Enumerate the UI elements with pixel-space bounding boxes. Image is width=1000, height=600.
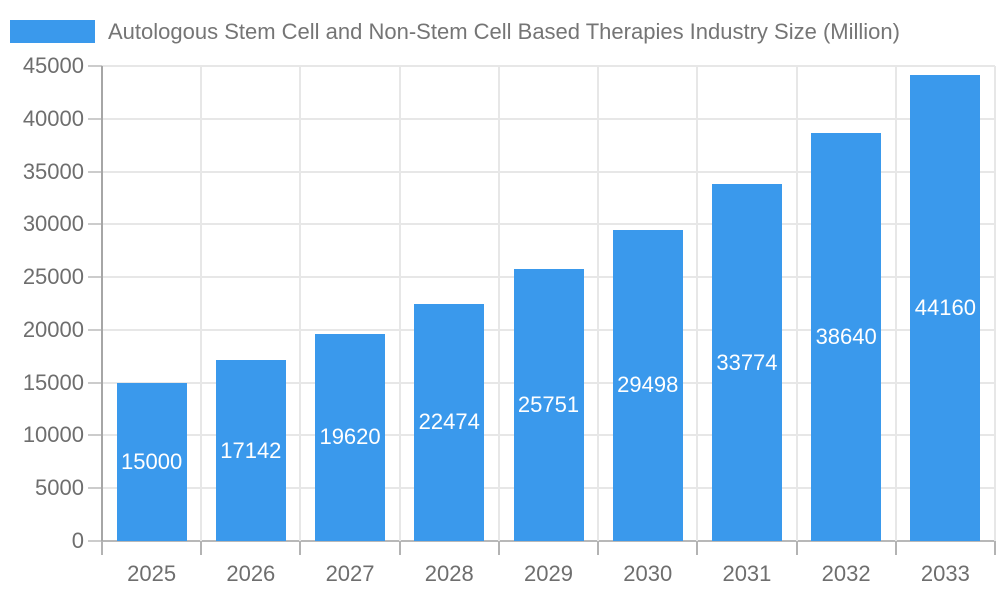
- gridline-horizontal: [102, 170, 995, 173]
- gridline-vertical: [994, 66, 996, 541]
- y-axis-tick: [88, 117, 102, 120]
- x-axis-label: 2031: [722, 561, 772, 586]
- x-axis-tick: [795, 541, 798, 555]
- legend-swatch-icon: [10, 20, 95, 43]
- legend: Autologous Stem Cell and Non-Stem Cell B…: [10, 18, 900, 44]
- gridline-vertical: [497, 66, 500, 541]
- x-axis-label: 2028: [424, 561, 474, 586]
- x-axis-tick: [597, 541, 600, 555]
- y-axis-tick: [88, 276, 102, 279]
- x-axis-baseline: [102, 540, 995, 542]
- x-axis-tick: [497, 541, 500, 555]
- gridline-vertical: [894, 66, 897, 541]
- y-axis-label: 35000: [22, 158, 84, 184]
- bar-value-label: 33774: [716, 349, 778, 375]
- y-axis-tick: [88, 170, 102, 173]
- gridline-vertical: [597, 66, 600, 541]
- x-axis-tick: [299, 541, 302, 555]
- bar-value-label: 25751: [517, 392, 580, 418]
- y-axis-label: 30000: [22, 211, 84, 237]
- y-axis-tick: [88, 65, 102, 67]
- x-axis-label: 2025: [127, 561, 177, 586]
- bar: 33774: [711, 184, 782, 541]
- y-axis-label: 25000: [22, 264, 84, 290]
- x-axis-tick: [200, 541, 203, 555]
- y-axis-tick: [88, 487, 102, 490]
- bar-value-label: 44160: [914, 294, 976, 320]
- y-axis-label: 10000: [22, 422, 84, 448]
- x-axis-label: 2026: [226, 561, 276, 586]
- gridline-horizontal: [102, 223, 995, 226]
- bar: 38640: [811, 133, 882, 541]
- bar-value-label: 19620: [319, 424, 381, 450]
- x-axis-label: 2032: [821, 561, 871, 586]
- bar: 25751: [513, 269, 584, 541]
- chart-title: Autologous Stem Cell and Non-Stem Cell B…: [108, 18, 900, 44]
- gridline-horizontal: [102, 65, 995, 67]
- bar-value-label: 15000: [121, 448, 183, 474]
- gridline-vertical: [299, 66, 302, 541]
- y-axis-tick: [88, 328, 102, 331]
- y-axis-label: 15000: [22, 369, 84, 395]
- x-axis-tick: [101, 541, 103, 555]
- bar: 44160: [910, 74, 981, 541]
- x-axis-tick: [894, 541, 897, 555]
- y-axis-tick: [88, 223, 102, 226]
- x-axis-label: 2027: [325, 561, 375, 586]
- bar-value-label: 29498: [617, 372, 679, 398]
- bar: 22474: [414, 303, 485, 541]
- bar-value-label: 38640: [815, 324, 877, 350]
- y-axis-label: 20000: [22, 316, 84, 342]
- y-axis-line: [101, 66, 103, 541]
- y-axis-label: 0: [71, 528, 84, 553]
- gridline-vertical: [200, 66, 203, 541]
- gridline-vertical: [696, 66, 699, 541]
- gridline-vertical: [795, 66, 798, 541]
- x-axis-label: 2030: [623, 561, 673, 586]
- x-axis-tick: [994, 541, 996, 555]
- bar: 19620: [315, 333, 386, 541]
- x-axis-label: 2029: [524, 561, 573, 586]
- y-axis-label: 45000: [22, 53, 84, 78]
- x-axis-label: 2033: [920, 561, 970, 586]
- bar-value-label: 17142: [220, 437, 282, 463]
- bar-value-label: 22474: [418, 409, 480, 435]
- y-axis-tick: [88, 540, 102, 542]
- bar: 17142: [215, 360, 286, 541]
- bar: 15000: [116, 382, 187, 541]
- x-axis-tick: [398, 541, 401, 555]
- y-axis-label: 5000: [35, 475, 84, 501]
- y-axis-tick: [88, 381, 102, 384]
- gridline-vertical: [398, 66, 401, 541]
- y-axis-label: 40000: [22, 105, 84, 131]
- y-axis-tick: [88, 434, 102, 437]
- x-axis-tick: [696, 541, 699, 555]
- bar: 29498: [612, 229, 683, 541]
- gridline-horizontal: [102, 117, 995, 120]
